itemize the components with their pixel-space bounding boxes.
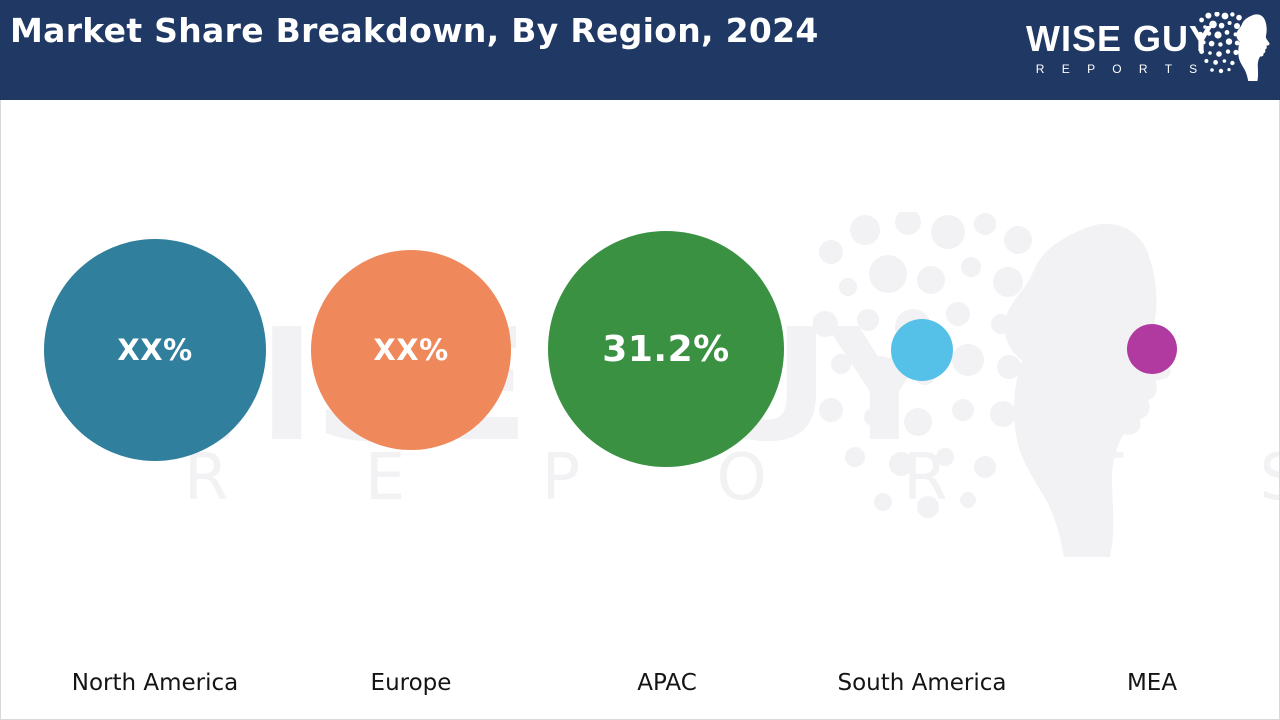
brand-logo-text: WISE GUY R E P O R T S <box>1025 17 1214 76</box>
bubble-apac: 31.2% <box>548 231 784 467</box>
brand-logo: WISE GUY R E P O R T S <box>1025 12 1272 82</box>
header: Market Share Breakdown, By Region, 2024 … <box>0 0 1280 100</box>
bubble-chart: WISE GUY R E P O R T S XX% XX% 31.2% Nor… <box>0 100 1280 720</box>
logo-head-icon <box>1198 12 1270 81</box>
region-label-mea: MEA <box>1126 670 1178 696</box>
bubble-value-label: 31.2% <box>602 328 730 370</box>
bubble-mea <box>1127 324 1177 374</box>
bubble-north-america: XX% <box>44 239 266 461</box>
logo-subtext: R E P O R T S <box>1035 61 1205 76</box>
page-title: Market Share Breakdown, By Region, 2024 <box>10 11 819 50</box>
region-label-europe: Europe <box>370 670 452 696</box>
bubble-europe: XX% <box>311 250 511 450</box>
region-label-north-america: North America <box>71 670 239 696</box>
bubble-south-america <box>891 319 953 381</box>
logo-wordmark: WISE GUY <box>1025 17 1214 59</box>
watermark-head-icon <box>813 212 1171 557</box>
region-label-south-america: South America <box>837 670 1007 696</box>
bubble-value-label: XX% <box>373 333 449 367</box>
region-label-apac: APAC <box>637 670 697 696</box>
bubble-value-label: XX% <box>117 333 193 367</box>
